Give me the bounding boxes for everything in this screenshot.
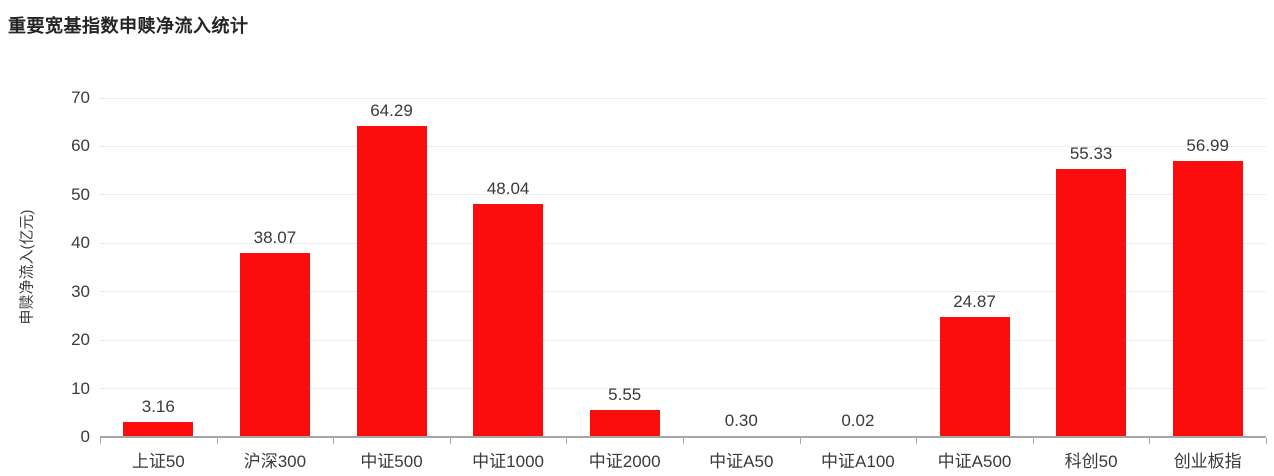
bar-value-label: 3.16	[141, 396, 175, 416]
y-tick-label: 40	[71, 233, 90, 253]
gridline	[100, 145, 1266, 147]
y-tick-label: 60	[71, 136, 90, 156]
y-tick-label: 70	[71, 88, 90, 107]
bar-value-label: 24.87	[953, 291, 996, 311]
chart-title: 重要宽基指数申赎净流入统计	[8, 16, 249, 36]
bar[interactable]	[939, 316, 1010, 437]
x-tick-label: 创业板指	[1173, 452, 1242, 471]
gridline	[100, 291, 1266, 293]
x-axis-tick	[1149, 438, 1151, 444]
gridline	[100, 242, 1266, 244]
x-axis-tick	[100, 438, 101, 444]
bar[interactable]	[123, 421, 194, 437]
x-tick-label: 中证A500	[937, 452, 1012, 471]
x-axis-tick	[683, 438, 684, 444]
x-axis-tick	[449, 438, 451, 444]
gridline	[100, 339, 1266, 341]
x-tick-label: 科创50	[1064, 452, 1118, 471]
x-tick-label: 中证2000	[588, 452, 661, 471]
x-tick-label: 上证50	[131, 452, 185, 471]
x-tick-label: 中证500	[360, 452, 423, 471]
x-axis-line	[100, 436, 1266, 438]
x-axis-tick	[1032, 438, 1034, 444]
bar-value-label: 48.04	[486, 179, 530, 199]
x-tick-label: 中证1000	[472, 452, 545, 471]
x-tick-label: 中证A50	[709, 452, 774, 471]
bar[interactable]	[239, 252, 310, 437]
y-tick-label: 50	[71, 184, 90, 204]
y-axis-title: 申赎净流入(亿元)	[18, 209, 36, 325]
x-axis-tick	[216, 438, 218, 444]
x-axis-tick	[333, 438, 335, 444]
bar-value-label: 0.02	[841, 411, 875, 431]
gridline	[100, 388, 1266, 390]
bar-value-label: 64.29	[370, 100, 413, 120]
x-axis-tick	[916, 438, 918, 444]
bar[interactable]	[356, 125, 427, 437]
bar[interactable]	[473, 204, 544, 437]
x-tick-label: 中证A100	[821, 452, 895, 471]
y-tick-label: 30	[71, 281, 90, 301]
bar-value-label: 55.33	[1069, 144, 1113, 164]
x-axis-tick	[566, 438, 568, 444]
gridline	[100, 194, 1266, 196]
bar-value-label: 5.55	[608, 385, 642, 405]
y-tick-label: 10	[71, 378, 90, 398]
x-axis-tick	[1266, 438, 1267, 444]
x-tick-label: 沪深300	[243, 452, 307, 471]
x-axis-tick	[799, 438, 801, 444]
bar[interactable]	[1056, 169, 1127, 437]
bar-value-label: 38.07	[253, 227, 297, 247]
y-tick-label: 20	[71, 330, 90, 350]
bar-value-label: 0.30	[724, 410, 758, 430]
bar[interactable]	[589, 410, 660, 437]
y-tick-label: 0	[80, 427, 90, 446]
bar[interactable]	[1172, 161, 1243, 437]
gridline	[100, 97, 1266, 99]
bar-value-label: 56.99	[1186, 136, 1229, 155]
